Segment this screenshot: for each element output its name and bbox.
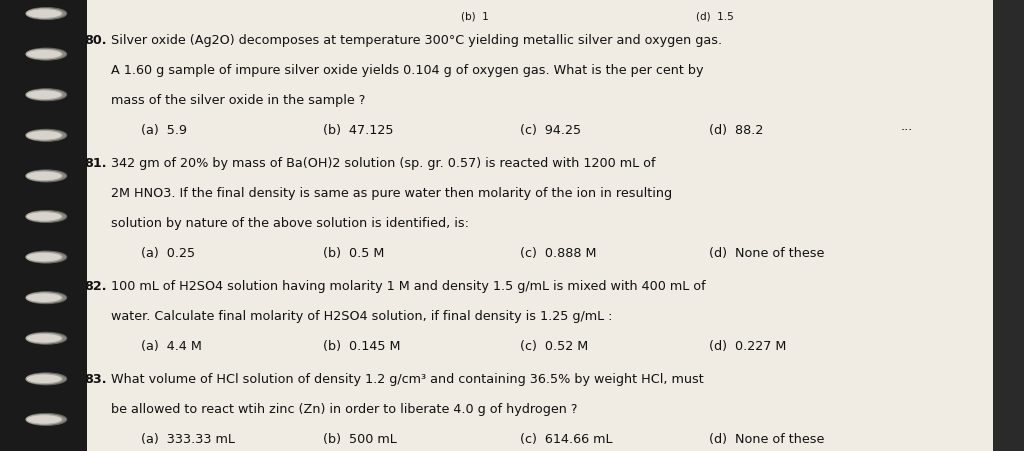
Text: 82.: 82. — [84, 280, 106, 293]
Text: (b)  0.145 M: (b) 0.145 M — [323, 340, 400, 353]
Text: (d)  1.5: (d) 1.5 — [696, 11, 734, 21]
Ellipse shape — [27, 90, 62, 100]
Text: 342 gm of 20% by mass of Ba(OH)2 solution (sp. gr. 0.57) is reacted with 1200 mL: 342 gm of 20% by mass of Ba(OH)2 solutio… — [111, 156, 655, 170]
Text: (c)  0.888 M: (c) 0.888 M — [520, 247, 597, 260]
Text: (b)  1: (b) 1 — [461, 11, 488, 21]
Text: (d)  0.227 M: (d) 0.227 M — [709, 340, 786, 353]
Text: (c)  94.25: (c) 94.25 — [520, 124, 582, 137]
Ellipse shape — [27, 293, 62, 303]
Text: mass of the silver oxide in the sample ?: mass of the silver oxide in the sample ? — [111, 94, 365, 107]
Ellipse shape — [27, 374, 62, 384]
Text: (a)  4.4 M: (a) 4.4 M — [141, 340, 202, 353]
Ellipse shape — [27, 414, 67, 425]
Text: 80.: 80. — [84, 33, 106, 46]
Text: be allowed to react wtih zinc (Zn) in order to liberate 4.0 g of hydrogen ?: be allowed to react wtih zinc (Zn) in or… — [111, 403, 578, 416]
Ellipse shape — [27, 171, 62, 181]
Ellipse shape — [27, 373, 67, 385]
Ellipse shape — [27, 9, 62, 18]
Text: ···: ··· — [901, 124, 913, 137]
Ellipse shape — [27, 414, 62, 424]
Text: 2M HNO3. If the final density is same as pure water then molarity of the ion in : 2M HNO3. If the final density is same as… — [111, 187, 672, 200]
Ellipse shape — [27, 252, 62, 262]
Text: 81.: 81. — [84, 156, 106, 170]
Text: (b)  0.5 M: (b) 0.5 M — [323, 247, 384, 260]
Text: Silver oxide (Ag2O) decomposes at temperature 300°C yielding metallic silver and: Silver oxide (Ag2O) decomposes at temper… — [111, 33, 722, 46]
Ellipse shape — [27, 211, 67, 222]
Ellipse shape — [27, 251, 67, 263]
Text: What volume of HCl solution of density 1.2 g/cm³ and containing 36.5% by weight : What volume of HCl solution of density 1… — [111, 373, 703, 386]
Ellipse shape — [27, 48, 67, 60]
FancyBboxPatch shape — [0, 0, 87, 451]
Text: 100 mL of H2SO4 solution having molarity 1 M and density 1.5 g/mL is mixed with : 100 mL of H2SO4 solution having molarity… — [111, 280, 706, 293]
Ellipse shape — [27, 333, 62, 343]
Ellipse shape — [27, 89, 67, 101]
Ellipse shape — [27, 332, 67, 344]
Text: (a)  5.9: (a) 5.9 — [141, 124, 187, 137]
Text: (a)  0.25: (a) 0.25 — [141, 247, 196, 260]
Text: (d)  None of these: (d) None of these — [709, 433, 824, 446]
Ellipse shape — [27, 49, 62, 59]
Ellipse shape — [27, 129, 67, 141]
Text: water. Calculate final molarity of H2SO4 solution, if final density is 1.25 g/mL: water. Calculate final molarity of H2SO4… — [111, 310, 612, 323]
Text: (b)  47.125: (b) 47.125 — [323, 124, 393, 137]
Text: (c)  614.66 mL: (c) 614.66 mL — [520, 433, 612, 446]
Text: A 1.60 g sample of impure silver oxide yields 0.104 g of oxygen gas. What is the: A 1.60 g sample of impure silver oxide y… — [111, 64, 703, 77]
Ellipse shape — [27, 130, 62, 140]
Text: (d)  88.2: (d) 88.2 — [709, 124, 763, 137]
Ellipse shape — [27, 292, 67, 304]
Text: 83.: 83. — [84, 373, 106, 386]
Text: (a)  333.33 mL: (a) 333.33 mL — [141, 433, 236, 446]
Ellipse shape — [27, 170, 67, 182]
Text: (c)  0.52 M: (c) 0.52 M — [520, 340, 589, 353]
Text: (b)  500 mL: (b) 500 mL — [323, 433, 396, 446]
Ellipse shape — [27, 8, 67, 19]
FancyBboxPatch shape — [77, 0, 993, 451]
Text: solution by nature of the above solution is identified, is:: solution by nature of the above solution… — [111, 217, 469, 230]
Ellipse shape — [27, 212, 62, 221]
Text: (d)  None of these: (d) None of these — [709, 247, 824, 260]
